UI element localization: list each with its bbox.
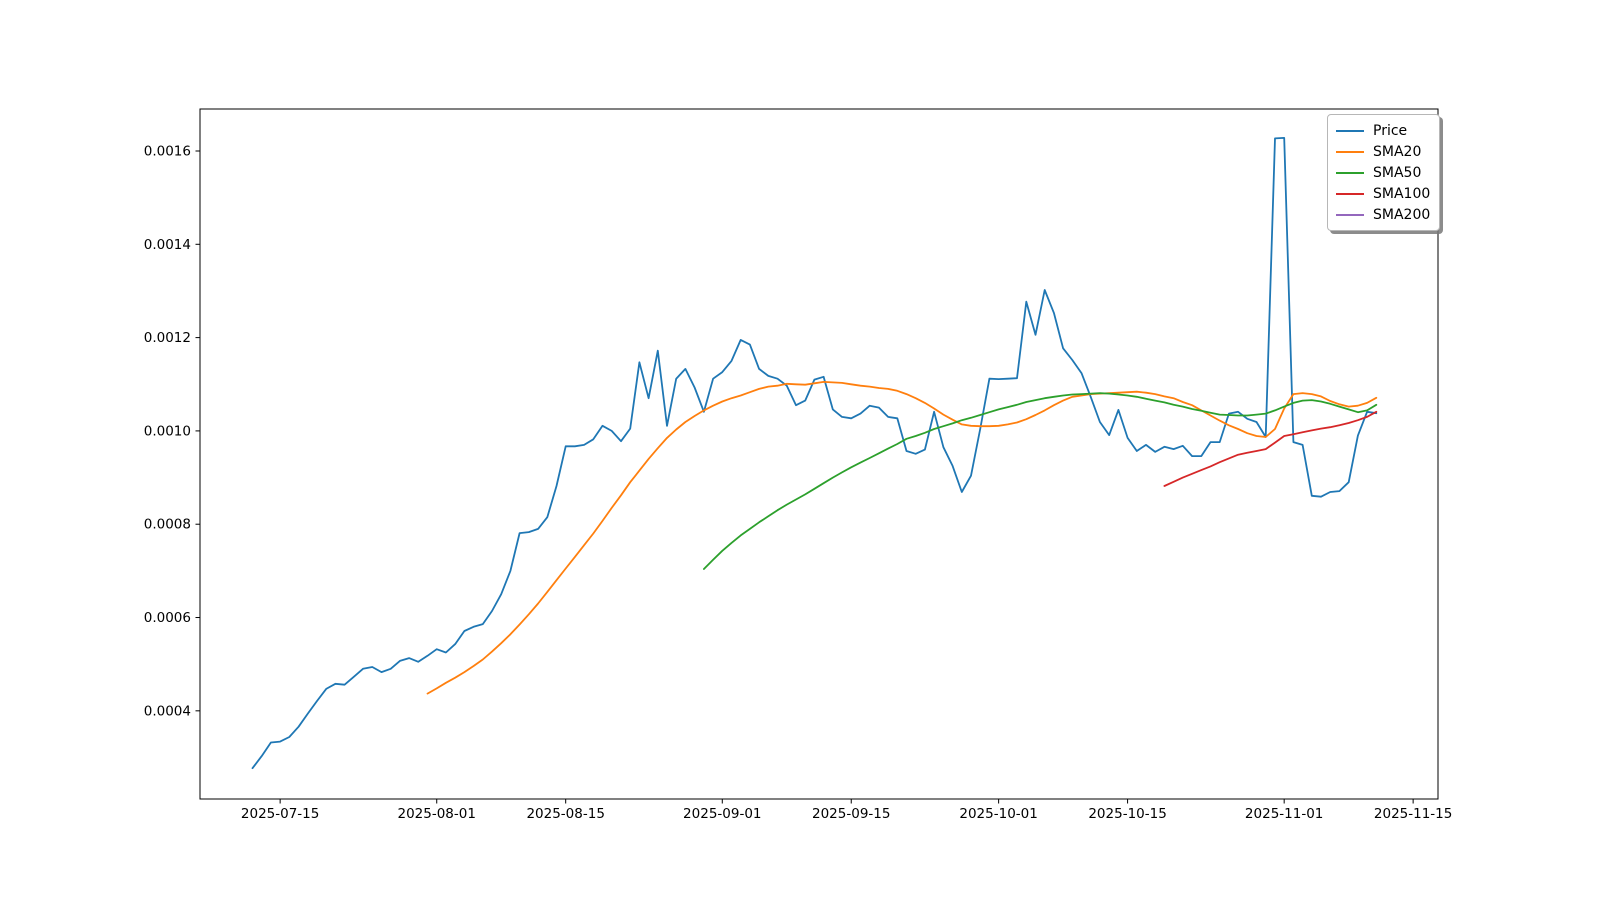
legend-label: SMA100: [1373, 185, 1431, 202]
series-line-price: [251, 136, 1378, 770]
legend-label: SMA20: [1373, 143, 1422, 160]
y-tick-label: 0.0008: [144, 517, 191, 533]
legend: Price SMA20 SMA50 SMA100 SMA200: [1327, 114, 1441, 231]
x-tick-label: 2025-10-15: [1088, 806, 1166, 822]
legend-line-sample: [1336, 192, 1364, 195]
y-tick-label: 0.0004: [144, 703, 191, 719]
legend-entry-sma20: SMA20: [1336, 141, 1430, 162]
x-tick-label: 2025-07-15: [241, 806, 319, 822]
legend-entry-sma50: SMA50: [1336, 162, 1430, 183]
legend-entry-sma200: SMA200: [1336, 204, 1430, 225]
legend-line-sample: [1336, 213, 1364, 216]
series-line-sma20: [426, 380, 1378, 695]
x-tick-label: 2025-08-01: [397, 806, 475, 822]
legend-label: SMA200: [1373, 206, 1431, 223]
series-lines: [251, 136, 1378, 770]
legend-entry-sma100: SMA100: [1336, 183, 1430, 204]
x-axis: 2025-07-15 2025-08-01 2025-08-15 2025-09-01…: [241, 799, 1452, 822]
y-tick-label: 0.0012: [144, 330, 191, 346]
plot-border: [199, 108, 1439, 800]
y-tick-label: 0.0014: [144, 237, 191, 253]
x-tick-label: 2025-10-01: [959, 806, 1037, 822]
legend-line-sample: [1336, 171, 1364, 174]
x-tick-label: 2025-11-15: [1374, 806, 1452, 822]
legend-line-sample: [1336, 129, 1364, 132]
x-tick-label: 2025-09-01: [683, 806, 761, 822]
y-tick-label: 0.0010: [144, 423, 191, 439]
y-tick-label: 0.0016: [144, 143, 191, 159]
x-tick-label: 2025-09-15: [812, 806, 890, 822]
y-tick-label: 0.0006: [144, 610, 191, 626]
legend-entry-price: Price: [1336, 120, 1430, 141]
series-line-sma50: [703, 392, 1378, 570]
y-axis: 0.0004 0.0006 0.0008 0.0010 0.0012 0.0014 0.00…: [144, 143, 200, 719]
legend-line-sample: [1336, 150, 1364, 153]
axes-frame: [199, 108, 1439, 800]
legend-label: SMA50: [1373, 164, 1422, 181]
series-line-sma100: [1163, 410, 1378, 487]
legend-label: Price: [1373, 122, 1408, 139]
x-tick-label: 2025-11-01: [1245, 806, 1323, 822]
x-tick-label: 2025-08-15: [526, 806, 604, 822]
